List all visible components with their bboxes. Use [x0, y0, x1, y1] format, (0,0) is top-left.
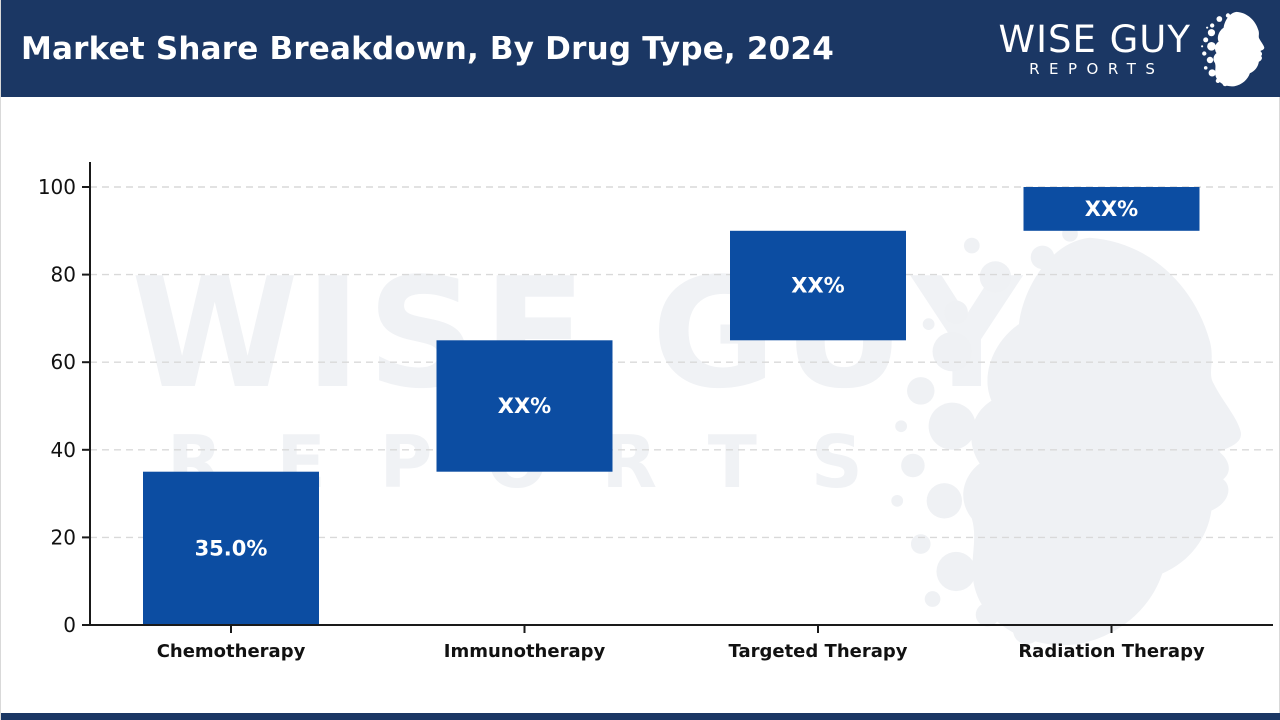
logo: WISE GUY REPORTS — [999, 0, 1269, 97]
y-tick-label-20: 20 — [51, 525, 76, 549]
category-label-0: Chemotherapy — [157, 641, 306, 662]
y-tick-label-100: 100 — [38, 175, 76, 199]
logo-subtext: REPORTS — [1029, 59, 1165, 78]
header-bar: Market Share Breakdown, By Drug Type, 20… — [1, 0, 1280, 97]
bar-label-3: XX% — [1085, 197, 1138, 221]
y-tick-label-40: 40 — [51, 438, 76, 462]
logo-face-icon — [1201, 11, 1265, 87]
y-tick-label-0: 0 — [63, 613, 76, 637]
footer-bar — [1, 713, 1280, 720]
y-tick-label-80: 80 — [51, 263, 76, 287]
bar-label-0: 35.0% — [195, 536, 268, 560]
watermark-face-icon — [891, 225, 1242, 646]
y-tick-label-60: 60 — [51, 350, 76, 374]
logo-text: WISE GUY REPORTS — [999, 21, 1191, 77]
page-title: Market Share Breakdown, By Drug Type, 20… — [21, 30, 834, 67]
category-label-1: Immunotherapy — [444, 641, 606, 662]
logo-wordmark: WISE GUY — [998, 17, 1191, 61]
